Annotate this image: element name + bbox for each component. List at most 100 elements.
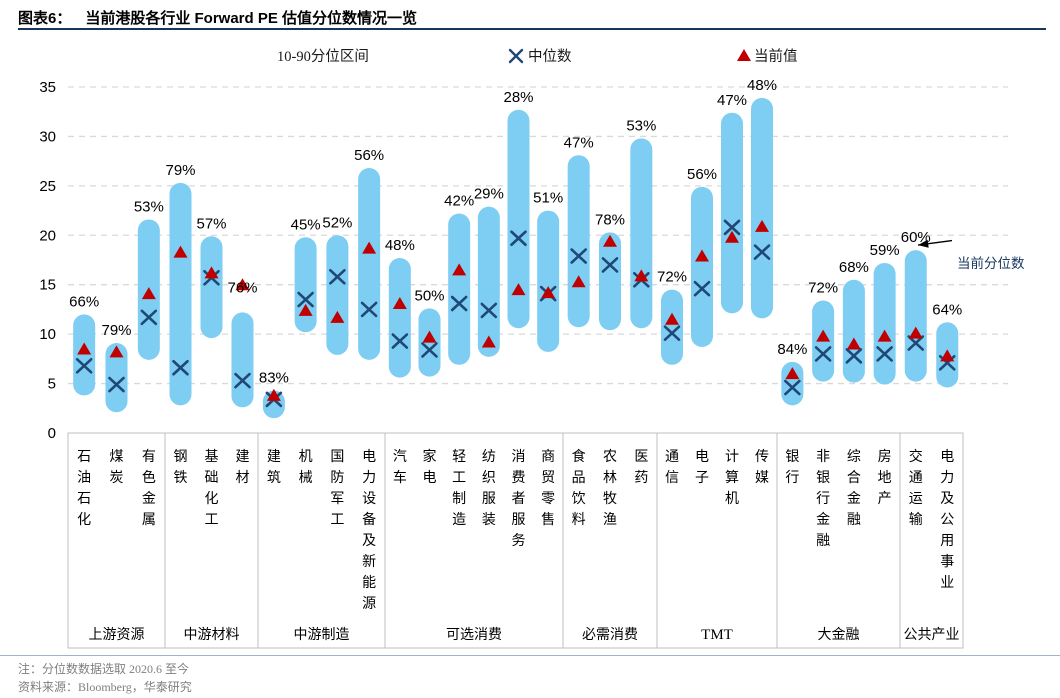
chart-number-tag: 图表6：	[18, 10, 72, 27]
pe-range-bar	[326, 235, 349, 355]
percentile-label: 52%	[322, 214, 352, 231]
industry-label: 源	[362, 596, 376, 612]
category-group-box	[384, 432, 564, 649]
industry-label: 制	[452, 491, 466, 507]
pe-range-bar	[691, 186, 713, 347]
current-value-marker	[755, 219, 769, 232]
median-marker	[108, 376, 125, 393]
industry-series: 79%	[165, 162, 196, 406]
y-axis-tick-label: 10	[39, 326, 56, 343]
industry-label: 行	[785, 470, 799, 486]
industry-label: 力	[940, 470, 954, 486]
current-value-marker	[481, 335, 496, 348]
industry-label: 运	[909, 491, 923, 507]
industry-label: 造	[452, 512, 466, 528]
median-marker	[421, 342, 438, 358]
pe-range-bar	[73, 314, 96, 396]
percentile-label: 64%	[932, 301, 962, 318]
median-marker	[360, 301, 378, 318]
industry-series: 59%	[870, 242, 900, 385]
industry-series: 84%	[777, 341, 807, 406]
industry-label: 石	[77, 492, 91, 507]
median-marker	[140, 309, 158, 326]
current-value-marker	[330, 310, 345, 323]
pe-range-bar	[477, 206, 500, 357]
current-value-marker	[392, 296, 407, 309]
group-label: TMT	[701, 627, 733, 643]
industry-label: 融	[847, 512, 861, 528]
current-value-marker	[422, 330, 437, 343]
median-marker	[570, 248, 587, 264]
industry-label: 能	[362, 575, 376, 591]
median-marker	[391, 333, 409, 349]
industry-label: 交	[909, 448, 923, 465]
industry-series: 78%	[595, 211, 625, 331]
legend-current-label: 当前值	[754, 48, 798, 65]
industry-label: 铁	[174, 470, 188, 486]
footer-note: 注：分位数数据选取 2020.6 至今	[18, 662, 190, 676]
median-marker	[876, 346, 893, 362]
industry-series: 79%	[101, 322, 132, 413]
y-axis-tick-label: 25	[39, 178, 56, 195]
industry-label: 事	[940, 554, 954, 570]
pe-range-bar	[169, 182, 192, 406]
current-value-marker	[665, 312, 679, 325]
pe-range-bar	[294, 237, 317, 333]
industry-label: 化	[77, 512, 91, 528]
industry-label: 融	[816, 533, 830, 549]
industry-series: 56%	[354, 147, 384, 360]
current-value-marker	[452, 263, 467, 276]
industry-label: 商	[541, 449, 555, 465]
current-value-marker	[603, 234, 617, 247]
footer-source: 资料来源：Bloomberg，华泰研究	[18, 680, 192, 694]
percentile-label: 79%	[165, 162, 195, 179]
y-axis-tick-label: 20	[39, 227, 56, 244]
pe-range-bar	[599, 232, 621, 331]
industry-label: 料	[572, 512, 586, 528]
y-axis-tick-label: 35	[39, 79, 56, 96]
median-marker	[297, 291, 314, 308]
industry-label: 基	[205, 448, 219, 465]
pe-range-bar	[105, 343, 128, 413]
median-marker	[723, 219, 741, 236]
pe-range-bar	[873, 262, 896, 385]
annotation-text: 当前分位数	[957, 255, 1025, 271]
pe-range-bar	[630, 138, 653, 329]
percentile-label: 48%	[747, 77, 777, 94]
percentile-label: 72%	[657, 269, 687, 286]
industry-series: 72%	[657, 269, 687, 365]
industry-label: 家	[423, 448, 437, 465]
industry-label: 行	[816, 491, 830, 507]
industry-label: 炭	[110, 470, 124, 486]
median-marker	[753, 244, 771, 260]
category-group-box	[656, 432, 778, 649]
industry-series: 72%	[808, 280, 838, 382]
industry-label: 备	[362, 511, 376, 528]
industry-label: 电	[695, 449, 709, 465]
industry-label: 国	[330, 450, 344, 465]
industry-label: 车	[393, 469, 407, 486]
industry-label: 子	[695, 470, 709, 486]
median-marker	[510, 230, 527, 247]
pe-range-bar	[448, 213, 471, 365]
chart-title: 图表6： 当前港股各行业 Forward PE 估值分位数情况一览	[18, 7, 417, 28]
category-group-box	[776, 432, 901, 649]
percentile-label: 48%	[385, 237, 415, 254]
pe-range-bar	[262, 390, 285, 419]
pe-range-bar	[751, 97, 773, 319]
current-value-marker	[846, 337, 861, 350]
industry-series: 76%	[227, 278, 258, 408]
industry-label: 石	[77, 450, 91, 465]
industry-label: 轻	[452, 449, 466, 465]
median-marker	[234, 372, 251, 389]
percentile-label: 76%	[227, 280, 257, 297]
industry-label: 础	[205, 470, 219, 486]
industry-label: 金	[816, 512, 830, 528]
percentile-label: 83%	[259, 370, 289, 387]
industry-series: 48%	[747, 77, 777, 319]
percentile-label: 28%	[503, 89, 533, 106]
median-marker	[907, 335, 925, 351]
industry-label: 机	[725, 491, 739, 507]
pe-range-bar	[200, 236, 223, 339]
industry-label: 材	[236, 470, 250, 486]
